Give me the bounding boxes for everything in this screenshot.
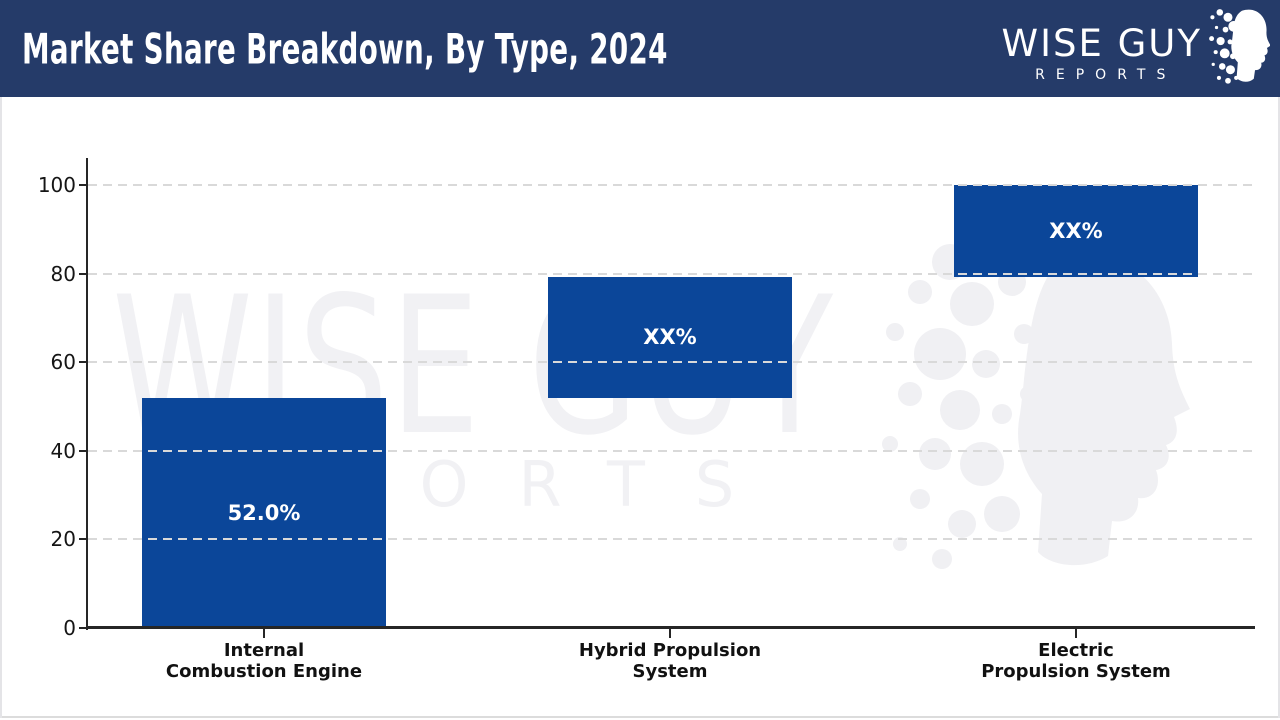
x-tick	[263, 629, 265, 638]
gridline	[88, 272, 1255, 275]
y-tick-label: 0	[63, 616, 76, 640]
y-tick	[79, 627, 88, 629]
x-tick	[1075, 629, 1077, 638]
y-tick-label: 100	[37, 173, 76, 197]
y-tick	[79, 449, 88, 452]
y-tick-label: 60	[50, 350, 76, 375]
brand-logo: WISE GUY REPORTS	[1002, 5, 1271, 93]
gridline	[88, 361, 1255, 364]
brand-name: WISE GUY	[1001, 21, 1202, 65]
bar-value-label: XX%	[1049, 219, 1103, 244]
x-axis-line	[86, 626, 1255, 629]
y-tick	[79, 538, 88, 541]
page-title: Market Share Breakdown, By Type, 2024	[22, 24, 668, 73]
left-border-line	[0, 97, 2, 718]
bar-segment	[954, 185, 1198, 278]
header-band: Market Share Breakdown, By Type, 2024 WI…	[0, 0, 1280, 97]
x-category-label: Internal Combustion Engine	[165, 640, 363, 682]
x-category-label: Hybrid Propulsion System	[578, 640, 762, 682]
gridline	[88, 449, 1255, 452]
gridline	[88, 184, 1255, 186]
brand-logo-text: WISE GUY REPORTS	[1002, 22, 1202, 83]
x-category-label: Electric Propulsion System	[981, 640, 1171, 682]
x-tick	[669, 629, 671, 638]
y-tick	[79, 361, 88, 364]
right-border-line	[1278, 97, 1280, 718]
brand-head-icon	[1204, 5, 1271, 93]
bar-segment	[142, 397, 386, 628]
gridline	[88, 538, 1255, 541]
bar-value-label: XX%	[643, 325, 697, 350]
y-tick-label: 40	[50, 438, 76, 463]
bar-segment	[548, 277, 792, 398]
y-tick-label: 20	[50, 527, 76, 552]
y-tick	[79, 184, 88, 186]
y-tick-label: 80	[50, 261, 76, 286]
brand-subtitle: REPORTS	[1035, 66, 1177, 83]
y-axis-line	[86, 158, 88, 630]
watermark-head-icon	[800, 222, 1200, 596]
bar-value-label: 52.0%	[227, 500, 301, 525]
y-tick	[79, 272, 88, 275]
bottom-border-line	[0, 716, 1280, 718]
